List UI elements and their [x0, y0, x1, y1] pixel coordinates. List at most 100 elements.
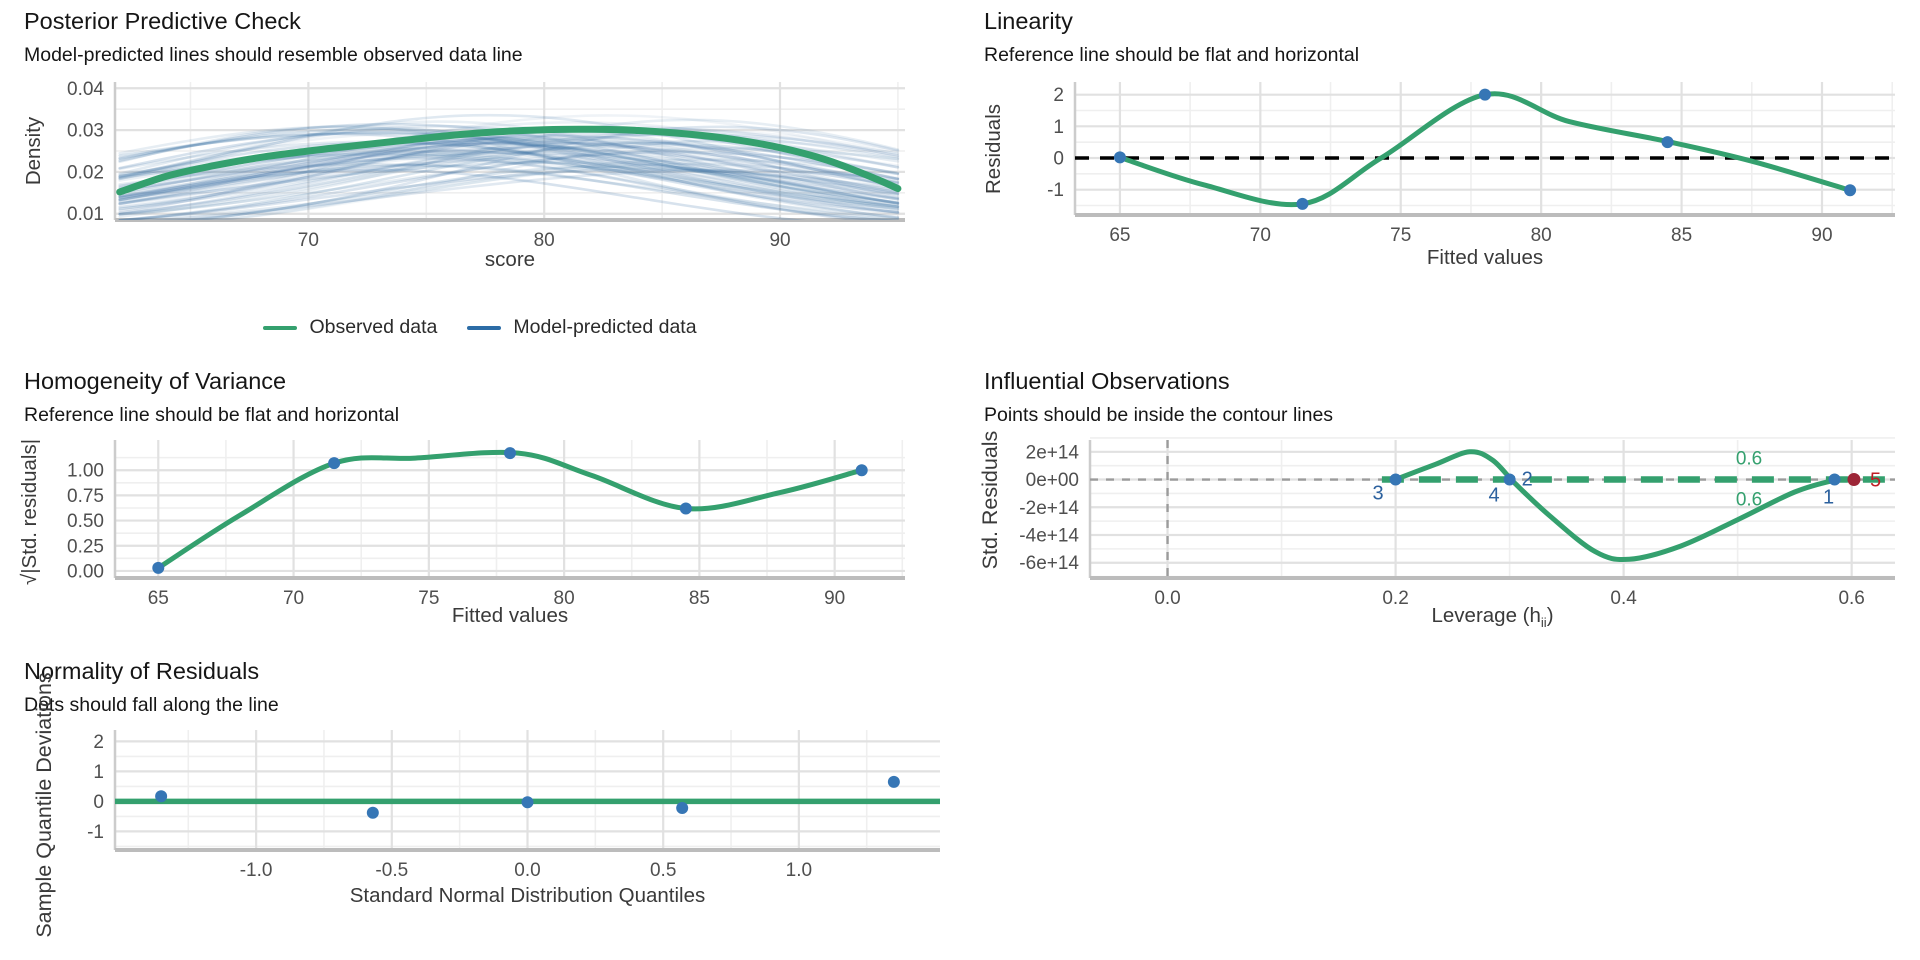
point-labels: 3 4 2 1 5	[1372, 469, 1881, 509]
svg-text:70: 70	[1250, 225, 1271, 246]
svg-text:2: 2	[1053, 85, 1064, 106]
svg-text:4: 4	[1488, 485, 1499, 507]
outlier-point	[1847, 473, 1861, 487]
grid-minor	[115, 440, 905, 578]
linearity-plot: 65 70 75 80 85 90 -1 0 1 2	[1047, 82, 1895, 246]
y-axis-label: Density	[22, 116, 45, 186]
chart-subtitle: Reference line should be flat and horizo…	[984, 44, 1360, 66]
svg-text:0.50: 0.50	[67, 511, 104, 532]
svg-text:0.25: 0.25	[67, 536, 104, 557]
svg-text:-1.0: -1.0	[240, 860, 273, 881]
svg-text:3: 3	[1372, 483, 1383, 505]
svg-text:0e+00: 0e+00	[1026, 470, 1079, 491]
legend-label: Observed data	[309, 316, 438, 338]
svg-text:0: 0	[1053, 149, 1064, 170]
svg-text:-2e+14: -2e+14	[1019, 498, 1079, 519]
svg-text:0.6: 0.6	[1736, 490, 1762, 511]
axis-lines	[113, 730, 940, 852]
svg-text:80: 80	[534, 230, 555, 251]
y-axis-label: √|Std. residuals|	[18, 438, 41, 586]
svg-text:1: 1	[93, 762, 104, 783]
grid-minor	[1075, 82, 1895, 215]
homogeneity-plot: 65 70 75 80 85 90 0.00 0.25 0.50 0.75 1.00	[67, 440, 905, 609]
svg-text:-6e+14: -6e+14	[1019, 553, 1079, 574]
ppc-plot: 70 80 90 0.01 0.02 0.03 0.04	[67, 79, 905, 251]
annotations: 0.6 0.6	[1736, 449, 1762, 511]
chart-subtitle: Model-predicted lines should resemble ob…	[24, 44, 523, 66]
svg-text:-1: -1	[87, 822, 104, 843]
data-points	[152, 447, 868, 574]
axis-lines	[1073, 82, 1895, 217]
svg-text:90: 90	[1811, 225, 1832, 246]
tick-labels: 70 80 90 0.01 0.02 0.03 0.04	[67, 79, 791, 251]
chart-title: Normality of Residuals	[24, 658, 260, 684]
influential-plot: 3 4 2 1 5 0.6 0.6 0.0 0.2 0.4 0.6 2e+14 0e+00 -2e+14 -…	[1019, 437, 1895, 609]
trend-curve	[155, 449, 865, 571]
x-axis-label: score	[484, 248, 536, 271]
svg-text:75: 75	[418, 588, 439, 609]
legend: Observed data Model-predicted data	[0, 316, 960, 339]
svg-text:0.00: 0.00	[67, 561, 104, 582]
chart-subtitle: Points should be inside the contour line…	[984, 404, 1334, 426]
predicted-line-swatch	[467, 325, 502, 330]
grid-major	[115, 440, 905, 578]
svg-text:0.6: 0.6	[1736, 449, 1762, 470]
svg-text:1.00: 1.00	[67, 461, 104, 482]
svg-text:0.02: 0.02	[67, 162, 104, 183]
svg-text:0.5: 0.5	[650, 860, 676, 881]
observed-line-swatch	[263, 325, 298, 330]
y-axis-label: Std. Residuals	[978, 430, 1002, 570]
grid-major	[115, 730, 940, 850]
chart-subtitle: Reference line should be flat and horizo…	[24, 404, 400, 426]
y-axis-label: Sample Quantile Deviations	[32, 672, 56, 938]
svg-text:85: 85	[689, 588, 710, 609]
x-axis-label: Leverage (hii)	[1431, 604, 1554, 631]
svg-text:-4e+14: -4e+14	[1019, 526, 1079, 547]
svg-text:0.0: 0.0	[514, 860, 540, 881]
svg-text:5: 5	[1870, 470, 1881, 492]
tick-labels: 0.0 0.2 0.4 0.6 2e+14 0e+00 -2e+14 -4e+14 -6e+14	[1019, 442, 1865, 609]
tick-labels: -1.0 -0.5 0.0 0.5 1.0 -1 0 1 2	[87, 732, 812, 881]
svg-text:65: 65	[148, 588, 169, 609]
svg-text:90: 90	[769, 230, 790, 251]
svg-text:2: 2	[1522, 469, 1533, 491]
svg-text:0.04: 0.04	[67, 79, 104, 100]
svg-text:70: 70	[298, 230, 319, 251]
svg-text:1: 1	[1823, 487, 1834, 509]
chart-title: Posterior Predictive Check	[24, 8, 301, 34]
svg-text:0.03: 0.03	[67, 121, 104, 142]
svg-text:0: 0	[93, 792, 104, 813]
svg-text:-1: -1	[1047, 180, 1064, 201]
svg-text:70: 70	[283, 588, 304, 609]
panel-posterior-predictive-check: 70 80 90 0.01 0.02 0.03 0.04 Posterior Predict…	[0, 0, 960, 360]
svg-text:0.75: 0.75	[67, 486, 104, 507]
svg-text:65: 65	[1109, 225, 1130, 246]
svg-text:75: 75	[1390, 225, 1411, 246]
legend-item-observed: Observed data	[263, 316, 437, 339]
svg-text:2e+14: 2e+14	[1026, 442, 1080, 463]
legend-item-predicted: Model-predicted data	[467, 316, 697, 339]
y-axis-label: Residuals	[982, 103, 1005, 195]
chart-title: Homogeneity of Variance	[24, 368, 287, 394]
chart-title: Influential Observations	[984, 368, 1230, 394]
tick-labels: 65 70 75 80 85 90 -1 0 1 2	[1047, 85, 1832, 246]
svg-text:0.6: 0.6	[1838, 588, 1864, 609]
trend-curve	[1393, 449, 1852, 563]
grid-major	[1075, 82, 1895, 215]
qq-plot: -1.0 -0.5 0.0 0.5 1.0 -1 0 1 2	[87, 730, 940, 881]
tick-labels: 65 70 75 80 85 90 0.00 0.25 0.50 0.75 1.00	[67, 461, 845, 609]
chart-subtitle: Dots should fall along the line	[24, 694, 279, 716]
reference-lines	[1090, 440, 1895, 578]
axis-lines	[113, 440, 905, 580]
svg-text:-0.5: -0.5	[375, 860, 408, 881]
x-axis-label: Standard Normal Distribution Quantiles	[349, 884, 706, 907]
sim-lines	[118, 113, 900, 220]
svg-text:0.2: 0.2	[1382, 588, 1408, 609]
panel-influential-observations: 3 4 2 1 5 0.6 0.6 0.0 0.2 0.4 0.6 2e+14 0e+00 -2e+14 -…	[960, 360, 1920, 650]
data-points	[155, 775, 900, 819]
axis-lines	[1088, 440, 1895, 580]
panel-linearity: 65 70 75 80 85 90 -1 0 1 2 Linearity Reference li…	[960, 0, 1920, 300]
legend-label: Model-predicted data	[513, 316, 697, 338]
svg-text:80: 80	[554, 588, 575, 609]
